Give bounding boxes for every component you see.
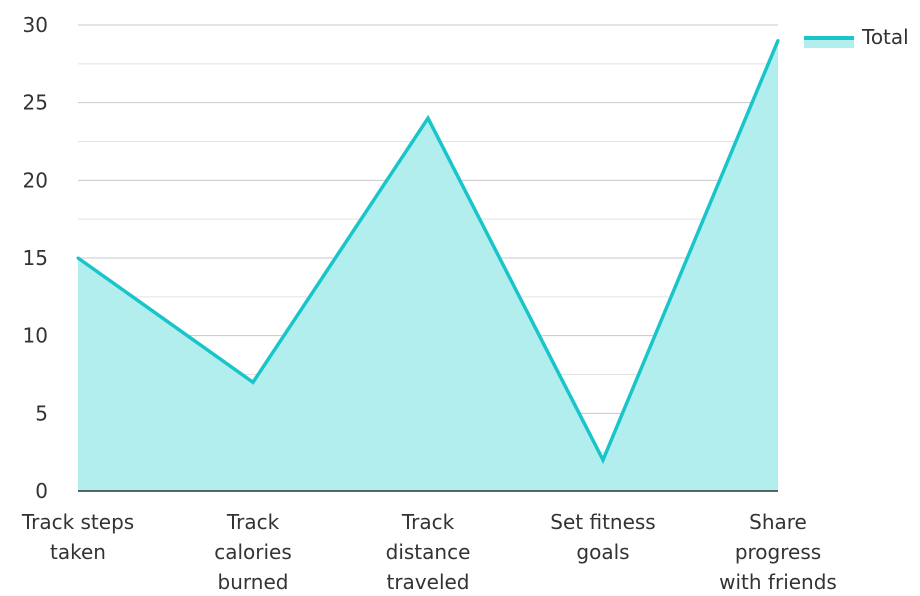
series-area-total (78, 40, 778, 492)
y-tick-label: 0 (35, 479, 48, 503)
data-point (251, 380, 255, 384)
y-tick-label: 30 (23, 13, 48, 37)
x-axis-ticks: Track steps taken Track calories burned Track… (21, 510, 837, 594)
legend-label-total: Total (861, 25, 909, 49)
x-tick-label: Share progress with friends (719, 510, 837, 594)
data-point (76, 256, 80, 260)
legend: Total (804, 25, 909, 49)
legend-swatch (804, 38, 854, 48)
x-tick-label: Track steps taken (21, 510, 134, 564)
data-point (776, 39, 780, 43)
y-axis-ticks: 0 5 10 15 20 25 30 (23, 13, 48, 503)
x-tick-label: Track calories burned (214, 510, 292, 594)
data-point (601, 458, 605, 462)
y-tick-label: 25 (23, 91, 48, 115)
y-tick-label: 15 (23, 246, 48, 270)
x-tick-label: Set fitness goals (550, 510, 655, 564)
x-tick-label: Track distance traveled (386, 510, 471, 594)
data-point (426, 116, 430, 120)
area-layer (76, 39, 780, 492)
y-tick-label: 10 (23, 324, 48, 348)
y-tick-label: 5 (35, 401, 48, 425)
y-tick-label: 20 (23, 168, 48, 192)
